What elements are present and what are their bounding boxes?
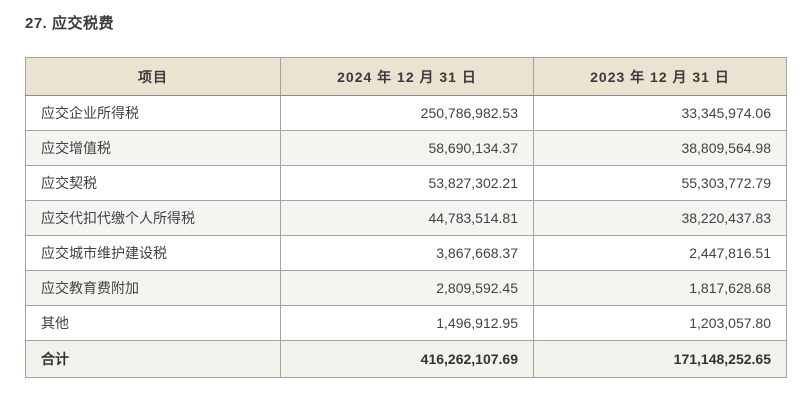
row-value-2024: 44,783,514.81 <box>280 200 534 236</box>
row-value-2024: 1,496,912.95 <box>280 305 534 341</box>
table-row: 应交城市维护建设税 3,867,668.37 2,447,816.51 <box>25 235 787 271</box>
table-row: 应交契税 53,827,302.21 55,303,772.79 <box>25 165 787 201</box>
table-row: 应交教育费附加 2,809,592.45 1,817,628.68 <box>25 270 787 306</box>
row-value-2024: 250,786,982.53 <box>280 95 534 131</box>
table-header-row: 项目 2024 年 12 月 31 日 2023 年 12 月 31 日 <box>25 57 787 96</box>
row-value-2024: 58,690,134.37 <box>280 130 534 166</box>
row-value-2024: 2,809,592.45 <box>280 270 534 306</box>
row-item-label: 其他 <box>25 305 281 341</box>
table-row: 应交增值税 58,690,134.37 38,809,564.98 <box>25 130 787 166</box>
column-header-2023: 2023 年 12 月 31 日 <box>533 57 787 96</box>
row-value-2023: 2,447,816.51 <box>533 235 787 271</box>
row-value-2023: 38,220,437.83 <box>533 200 787 236</box>
total-label: 合计 <box>25 340 281 378</box>
row-item-label: 应交代扣代缴个人所得税 <box>25 200 281 236</box>
table-row: 其他 1,496,912.95 1,203,057.80 <box>25 305 787 341</box>
row-value-2023: 1,817,628.68 <box>533 270 787 306</box>
table-total-row: 合计 416,262,107.69 171,148,252.65 <box>25 340 787 378</box>
table-row: 应交代扣代缴个人所得税 44,783,514.81 38,220,437.83 <box>25 200 787 236</box>
total-value-2024: 416,262,107.69 <box>280 340 534 378</box>
row-item-label: 应交契税 <box>25 165 281 201</box>
taxes-payable-table: 项目 2024 年 12 月 31 日 2023 年 12 月 31 日 应交企… <box>25 57 787 378</box>
row-value-2023: 55,303,772.79 <box>533 165 787 201</box>
row-value-2023: 33,345,974.06 <box>533 95 787 131</box>
section-title: 27. 应交税费 <box>25 15 115 32</box>
row-value-2023: 38,809,564.98 <box>533 130 787 166</box>
row-value-2023: 1,203,057.80 <box>533 305 787 341</box>
row-value-2024: 3,867,668.37 <box>280 235 534 271</box>
row-item-label: 应交教育费附加 <box>25 270 281 306</box>
table-row: 应交企业所得税 250,786,982.53 33,345,974.06 <box>25 95 787 131</box>
total-value-2023: 171,148,252.65 <box>533 340 787 378</box>
row-value-2024: 53,827,302.21 <box>280 165 534 201</box>
column-header-item: 项目 <box>25 57 281 96</box>
row-item-label: 应交企业所得税 <box>25 95 281 131</box>
row-item-label: 应交城市维护建设税 <box>25 235 281 271</box>
column-header-2024: 2024 年 12 月 31 日 <box>280 57 534 96</box>
row-item-label: 应交增值税 <box>25 130 281 166</box>
